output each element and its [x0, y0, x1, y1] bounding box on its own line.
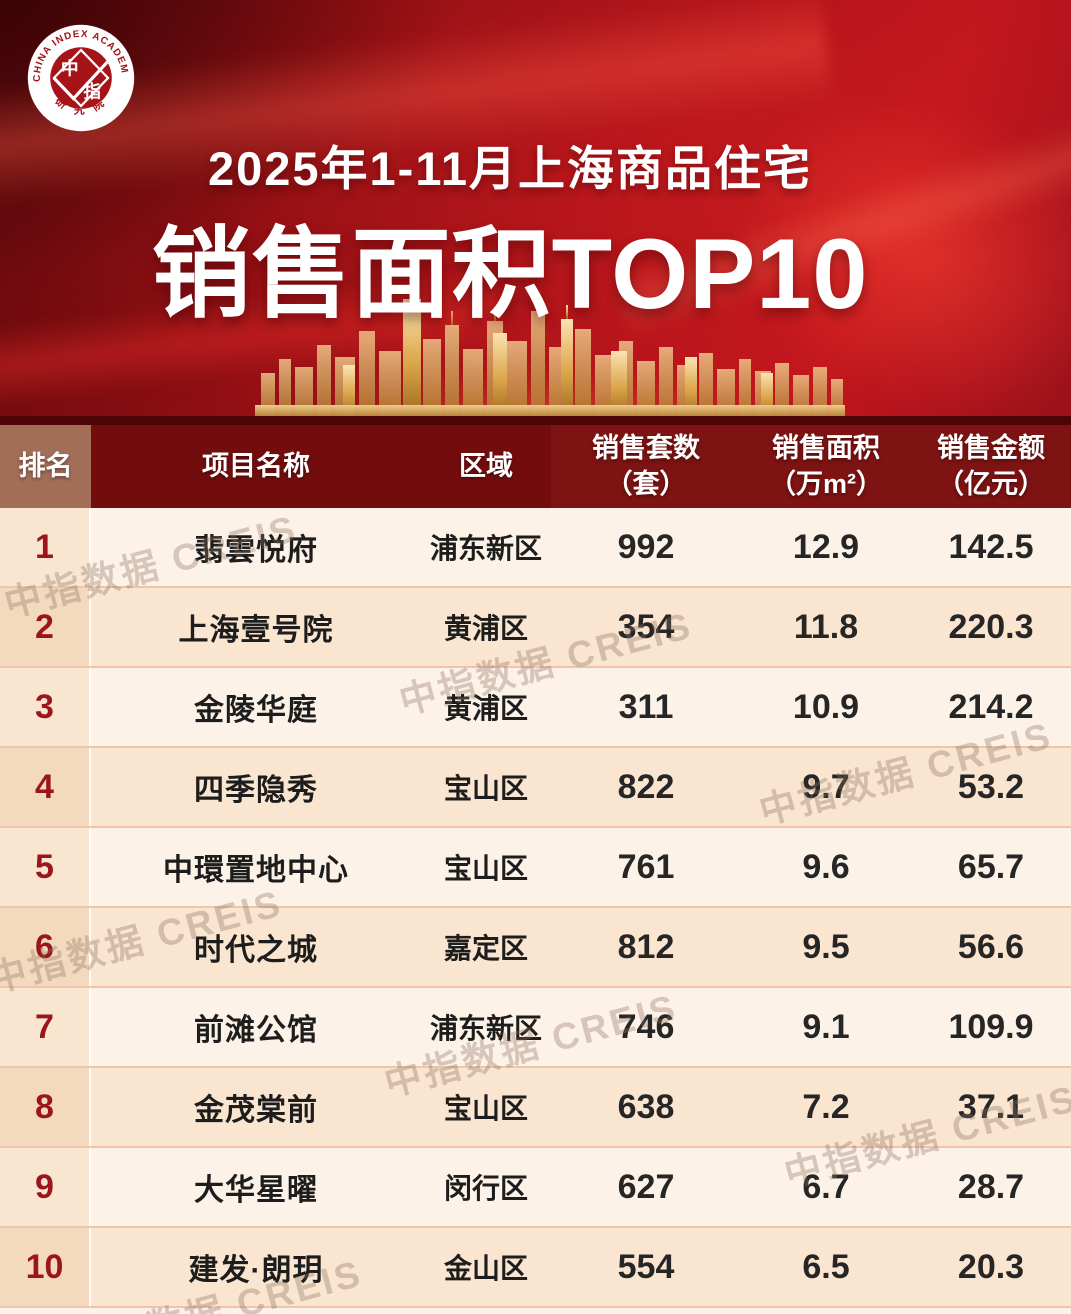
header-cell-units: 销售套数 （套）: [551, 425, 741, 508]
ranking-table: 排名 项目名称 区域 销售套数 （套） 销售面积 （万m²） 销售金额 （亿元）…: [0, 425, 1071, 1308]
project-name-cell: 四季隐秀: [194, 774, 318, 807]
project-name-cell: 建发·朗玥: [188, 1254, 324, 1287]
units-cell: 554: [617, 1247, 675, 1286]
header-label: 项目名称: [202, 450, 310, 481]
area-cell: 9.1: [802, 1007, 850, 1046]
units-cell: 627: [617, 1167, 675, 1206]
logo-char-zhi: 指: [83, 81, 101, 102]
amount-cell: 109.9: [948, 1007, 1034, 1046]
amount-cell: 65.7: [957, 847, 1025, 886]
header-label: 销售金额: [937, 432, 1045, 463]
table-header-row: 排名 项目名称 区域 销售套数 （套） 销售面积 （万m²） 销售金额 （亿元）: [0, 425, 1071, 508]
district-cell: 闵行区: [443, 1173, 528, 1204]
units-cell: 992: [617, 527, 675, 566]
poster-title: 销售面积TOP10: [151, 218, 869, 329]
poster-subtitle: 2025年1-11月上海商品住宅: [207, 142, 813, 195]
project-name-cell: 金陵华庭: [194, 694, 318, 727]
table-row: 6 时代之城 嘉定区 812 9.5 56.6: [0, 908, 1071, 988]
area-cell: 9.7: [802, 767, 850, 806]
project-name-cell: 前滩公馆: [194, 1014, 318, 1047]
header-label: 销售套数: [592, 432, 700, 463]
units-cell: 746: [617, 1007, 675, 1046]
header-cell-amount: 销售金额 （亿元）: [911, 425, 1071, 508]
china-index-academy-logo: CHINA INDEX ACADEMY 研 究 院 中 指: [25, 22, 135, 132]
area-cell: 7.2: [802, 1087, 850, 1126]
rank-cell: 10: [0, 1228, 91, 1306]
header-unit-label: （亿元）: [937, 468, 1045, 499]
amount-cell: 28.7: [957, 1167, 1025, 1206]
project-name-cell: 金茂棠前: [194, 1094, 318, 1127]
amount-cell: 214.2: [948, 687, 1034, 726]
rank-cell: 3: [0, 668, 91, 746]
area-cell: 10.9: [792, 687, 860, 726]
header-cell-project: 项目名称: [91, 425, 421, 508]
units-cell: 812: [617, 927, 675, 966]
units-cell: 761: [617, 847, 675, 886]
district-cell: 黄浦区: [443, 693, 528, 724]
rank-cell: 5: [0, 828, 91, 906]
amount-cell: 56.6: [957, 927, 1025, 966]
amount-cell: 53.2: [957, 767, 1025, 806]
units-cell: 822: [617, 767, 675, 806]
area-cell: 6.5: [802, 1247, 850, 1286]
rank-cell: 6: [0, 908, 91, 986]
amount-cell: 220.3: [948, 607, 1034, 646]
logo-char-zhong: 中: [61, 57, 79, 78]
header-label: 排名: [18, 450, 73, 481]
table-row: 1 翡雲悦府 浦东新区 992 12.9 142.5: [0, 508, 1071, 588]
table-body: 1 翡雲悦府 浦东新区 992 12.9 142.5 2 上海壹号院 黄浦区 354 11.8 220…: [0, 508, 1071, 1308]
district-cell: 宝山区: [443, 773, 528, 804]
units-cell: 638: [617, 1087, 675, 1126]
district-cell: 嘉定区: [443, 933, 528, 964]
area-cell: 6.7: [802, 1167, 850, 1206]
header-label: 销售面积: [772, 432, 880, 463]
table-row: 3 金陵华庭 黄浦区 311 10.9 214.2: [0, 668, 1071, 748]
table-row: 8 金茂棠前 宝山区 638 7.2 37.1: [0, 1068, 1071, 1148]
area-cell: 9.5: [802, 927, 850, 966]
rank-cell: 2: [0, 588, 91, 666]
rank-cell: 1: [0, 508, 91, 586]
table-row: 2 上海壹号院 黄浦区 354 11.8 220.3: [0, 588, 1071, 668]
table-row: 7 前滩公馆 浦东新区 746 9.1 109.9: [0, 988, 1071, 1068]
rank-cell: 4: [0, 748, 91, 826]
city-skyline-illustration: [255, 293, 845, 418]
district-cell: 金山区: [443, 1253, 528, 1284]
header-label: 区域: [459, 450, 513, 481]
amount-cell: 20.3: [957, 1247, 1025, 1286]
header-unit-label: （万m²）: [769, 468, 883, 499]
banner-base-bar: [0, 416, 1071, 425]
area-cell: 11.8: [793, 607, 859, 646]
district-cell: 浦东新区: [429, 1013, 542, 1044]
header-cell-area: 销售面积 （万m²）: [741, 425, 911, 508]
project-name-cell: 翡雲悦府: [194, 534, 318, 567]
rank-cell: 7: [0, 988, 91, 1066]
header-cell-rank: 排名: [0, 425, 91, 508]
district-cell: 宝山区: [443, 1093, 528, 1124]
project-name-cell: 上海壹号院: [178, 614, 334, 647]
banner: CHINA INDEX ACADEMY 研 究 院 中 指 2025年1-11月…: [0, 0, 1071, 425]
district-cell: 浦东新区: [429, 533, 542, 564]
area-cell: 12.9: [792, 527, 860, 566]
project-name-cell: 大华星曜: [194, 1174, 318, 1207]
amount-cell: 142.5: [948, 527, 1034, 566]
table-row: 4 四季隐秀 宝山区 822 9.7 53.2: [0, 748, 1071, 828]
project-name-cell: 中環置地中心: [163, 854, 349, 887]
table-row: 10 建发·朗玥 金山区 554 6.5 20.3: [0, 1228, 1071, 1308]
header-unit-label: （套）: [605, 468, 687, 499]
rank-cell: 8: [0, 1068, 91, 1146]
district-cell: 宝山区: [443, 853, 528, 884]
table-row: 9 大华星曜 闵行区 627 6.7 28.7: [0, 1148, 1071, 1228]
units-cell: 354: [617, 607, 675, 646]
header-cell-district: 区域: [421, 425, 551, 508]
area-cell: 9.6: [802, 847, 850, 886]
rank-cell: 9: [0, 1148, 91, 1226]
units-cell: 311: [618, 687, 674, 726]
table-row: 5 中環置地中心 宝山区 761 9.6 65.7: [0, 828, 1071, 908]
project-name-cell: 时代之城: [194, 934, 318, 967]
district-cell: 黄浦区: [443, 613, 528, 644]
amount-cell: 37.1: [957, 1087, 1025, 1126]
